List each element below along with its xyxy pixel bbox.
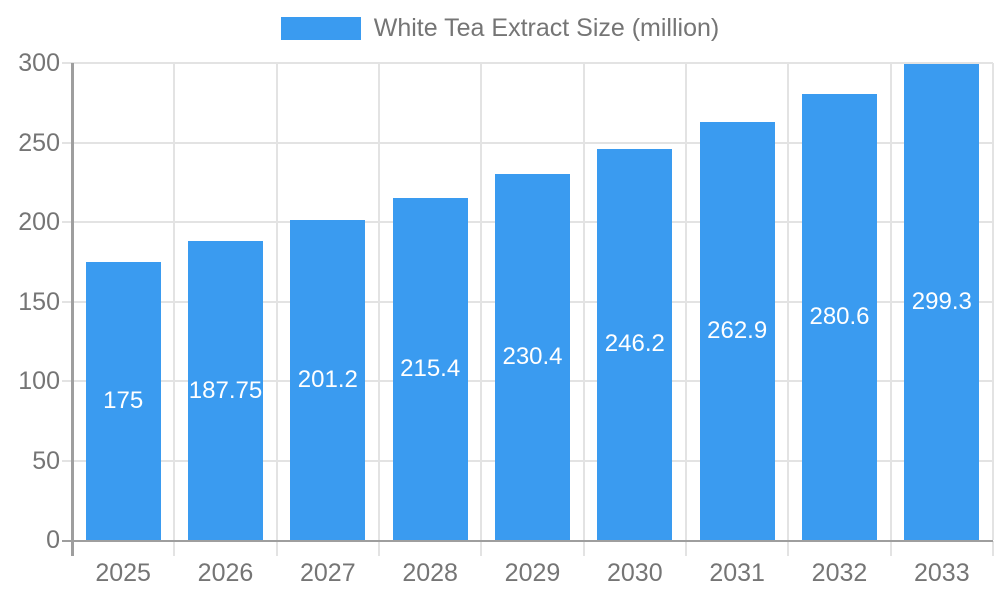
bar-value-label: 280.6	[809, 302, 870, 330]
y-tick	[62, 62, 72, 64]
bar-value-label: 246.2	[604, 330, 665, 358]
y-axis-label: 250	[18, 128, 60, 157]
x-axis-label: 2031	[709, 559, 765, 587]
bar-value-label: 175	[103, 386, 144, 414]
x-axis-label: 2028	[402, 559, 458, 587]
h-gridline	[72, 141, 993, 144]
x-tick	[889, 541, 892, 556]
x-tick	[685, 541, 687, 556]
bar-value-label: 215.4	[400, 354, 461, 382]
bar-value-label: 187.75	[188, 376, 263, 404]
y-axis-label: 50	[32, 446, 60, 475]
y-axis-label: 100	[18, 367, 60, 395]
y-axis-line	[71, 63, 74, 556]
x-axis-label: 2025	[95, 559, 151, 587]
v-gridline	[787, 63, 790, 540]
bar-2027	[290, 220, 366, 540]
legend-label: White Tea Extract Size (million)	[373, 14, 720, 42]
x-tick	[378, 541, 380, 556]
bar-2026	[188, 241, 263, 540]
x-tick	[275, 541, 278, 556]
x-axis-label: 2032	[811, 559, 868, 587]
x-axis-label: 2030	[607, 559, 663, 587]
h-gridline	[72, 62, 993, 64]
y-tick	[62, 141, 72, 144]
v-gridline	[889, 63, 892, 540]
legend: White Tea Extract Size (million)	[0, 14, 1000, 43]
bar-value-label: 262.9	[707, 316, 768, 344]
bar-2029	[495, 173, 570, 540]
v-gridline	[582, 63, 585, 540]
v-gridline	[173, 63, 176, 540]
y-tick	[62, 380, 72, 382]
v-gridline	[378, 63, 380, 540]
y-axis-label: 300	[18, 49, 60, 77]
x-tick	[173, 541, 176, 556]
bar-2033	[904, 64, 980, 540]
y-axis-label: 150	[18, 287, 60, 316]
x-tick	[992, 541, 994, 556]
bar-value-label: 230.4	[502, 342, 563, 370]
bar-2025	[85, 261, 161, 540]
v-gridline	[685, 63, 687, 540]
y-tick	[62, 300, 72, 303]
x-axis-line	[62, 539, 993, 542]
y-tick	[62, 221, 72, 223]
x-tick	[480, 541, 483, 556]
bar-2028	[392, 197, 468, 540]
x-tick	[787, 541, 790, 556]
bar-2032	[802, 93, 877, 540]
y-axis-label: 0	[46, 526, 60, 554]
bar-2031	[699, 121, 775, 540]
y-axis-label: 200	[18, 208, 60, 236]
bar-2030	[597, 148, 673, 540]
x-axis-label: 2029	[504, 559, 561, 587]
x-axis-label: 2026	[197, 559, 254, 587]
x-tick	[582, 541, 585, 556]
y-tick	[62, 459, 72, 462]
v-gridline	[275, 63, 278, 540]
v-gridline	[480, 63, 483, 540]
legend-swatch	[280, 17, 361, 40]
bar-value-label: 201.2	[297, 366, 358, 394]
x-axis-label: 2033	[914, 559, 970, 587]
bar-value-label: 299.3	[911, 288, 972, 316]
x-axis-label: 2027	[300, 559, 356, 587]
v-gridline	[992, 63, 994, 540]
